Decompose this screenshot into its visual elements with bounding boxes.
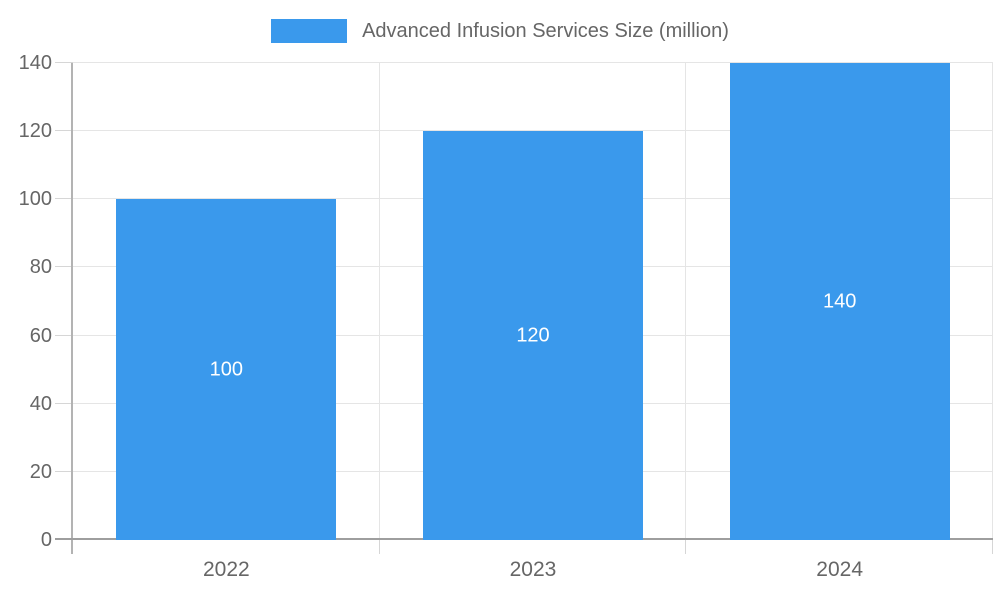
x-tick-label: 2024 [816,558,864,581]
bar-value-label: 120 [516,324,550,347]
y-tick-label: 100 [18,188,52,211]
y-tick-label: 40 [29,392,52,415]
bar: 100 [116,199,337,540]
legend-swatch [271,19,348,43]
x-tick-mark [685,540,687,554]
x-tick-mark [992,540,993,554]
y-tick-label: 80 [29,256,52,279]
bar-value-label: 140 [822,290,857,312]
y-tick-label: 0 [40,529,52,551]
x-gridline [992,63,993,540]
y-tick-mark [55,334,73,336]
y-tick-label: 60 [29,324,52,347]
y-axis-line [71,63,73,554]
y-tick-label: 20 [29,460,52,483]
y-gridline [73,62,993,63]
y-tick-mark [55,266,73,268]
x-tick-mark [378,540,380,554]
y-gridline [73,130,993,132]
x-tick-label: 2023 [509,558,557,581]
y-tick-label: 120 [18,120,52,143]
x-gridline [378,63,380,540]
x-tick-label: 2022 [202,558,250,581]
bar: 120 [423,131,643,540]
bar-value-label: 100 [209,358,244,381]
bar: 140 [729,63,950,540]
y-tick-mark [55,62,73,63]
x-gridline [685,63,687,540]
y-tick-mark [55,402,73,404]
y-tick-mark [55,130,73,132]
legend-label: Advanced Infusion Services Size (million… [362,19,729,42]
y-tick-mark [55,198,73,200]
y-tick-mark [55,470,73,472]
legend: Advanced Infusion Services Size (million… [0,19,1000,43]
y-tick-label: 140 [18,52,52,74]
